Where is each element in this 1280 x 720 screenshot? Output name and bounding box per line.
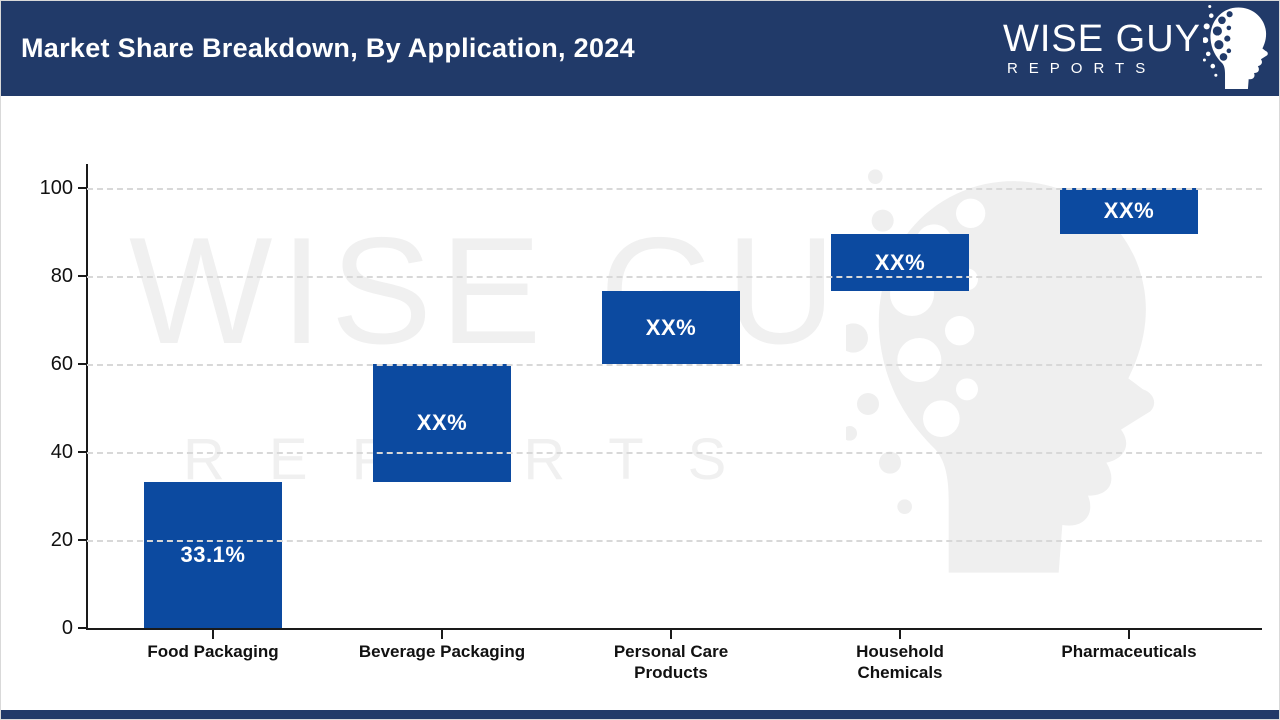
- y-tick-mark: [78, 275, 87, 277]
- watermark-text-wiseguy: WISE GUY: [129, 206, 954, 376]
- x-tick-mark: [441, 630, 443, 639]
- y-tick-label: 0: [61, 617, 73, 639]
- bar-value-label: XX%: [416, 410, 468, 436]
- gridline-80: [87, 276, 1262, 278]
- y-tick-label: 80: [50, 265, 73, 287]
- bar-0: 33.1%: [144, 482, 282, 628]
- gridline-40: [87, 452, 1262, 454]
- bar-3: XX%: [831, 234, 969, 292]
- x-category-label: Household Chemicals: [856, 642, 944, 682]
- x-category-label: Beverage Packaging: [358, 642, 526, 661]
- wise-guy-head-icon: [1203, 5, 1268, 89]
- bar-value-label: XX%: [874, 249, 926, 275]
- bar-2: XX%: [602, 291, 740, 364]
- x-tick-mark: [212, 630, 214, 639]
- logo-name: WISE GUY: [1002, 18, 1201, 60]
- x-axis-line: [86, 628, 1262, 630]
- y-tick-mark: [78, 187, 87, 189]
- y-tick-mark: [78, 627, 87, 629]
- y-tick-label: 100: [39, 177, 73, 199]
- y-tick-label: 20: [50, 529, 73, 551]
- bar-value-label: 33.1%: [180, 542, 246, 568]
- x-tick-mark: [1128, 630, 1130, 639]
- gridline-60: [87, 364, 1262, 366]
- wise-guy-logo: WISE GUY REPORTS: [1003, 5, 1273, 89]
- bar-value-label: XX%: [1103, 198, 1155, 224]
- bar-1: XX%: [373, 364, 511, 483]
- gridline-20: [87, 540, 1262, 542]
- x-category-label: Food Packaging: [147, 642, 279, 661]
- footer-bar: [1, 710, 1279, 719]
- x-category-label: Pharmaceuticals: [1061, 642, 1197, 661]
- header-bar: Market Share Breakdown, By Application, …: [1, 1, 1279, 96]
- y-tick-mark: [78, 539, 87, 541]
- bar-value-label: XX%: [645, 314, 697, 340]
- bar-4: XX%: [1060, 188, 1198, 235]
- y-tick-mark: [78, 363, 87, 365]
- x-category-label: Personal Care Products: [613, 642, 729, 682]
- y-tick-mark: [78, 451, 87, 453]
- y-tick-label: 40: [50, 441, 73, 463]
- chart-title: Market Share Breakdown, By Application, …: [21, 33, 635, 63]
- gridline-100: [87, 188, 1262, 190]
- chart-area: WISE GUY REPORTS 33.1%XX%XX%XX%XX%020406…: [1, 96, 1279, 712]
- y-axis-line: [86, 164, 88, 630]
- logo-subtitle: REPORTS: [1006, 60, 1157, 77]
- logo-text: WISE GUY REPORTS: [1003, 19, 1201, 77]
- y-tick-label: 60: [50, 353, 73, 375]
- x-tick-mark: [899, 630, 901, 639]
- x-tick-mark: [670, 630, 672, 639]
